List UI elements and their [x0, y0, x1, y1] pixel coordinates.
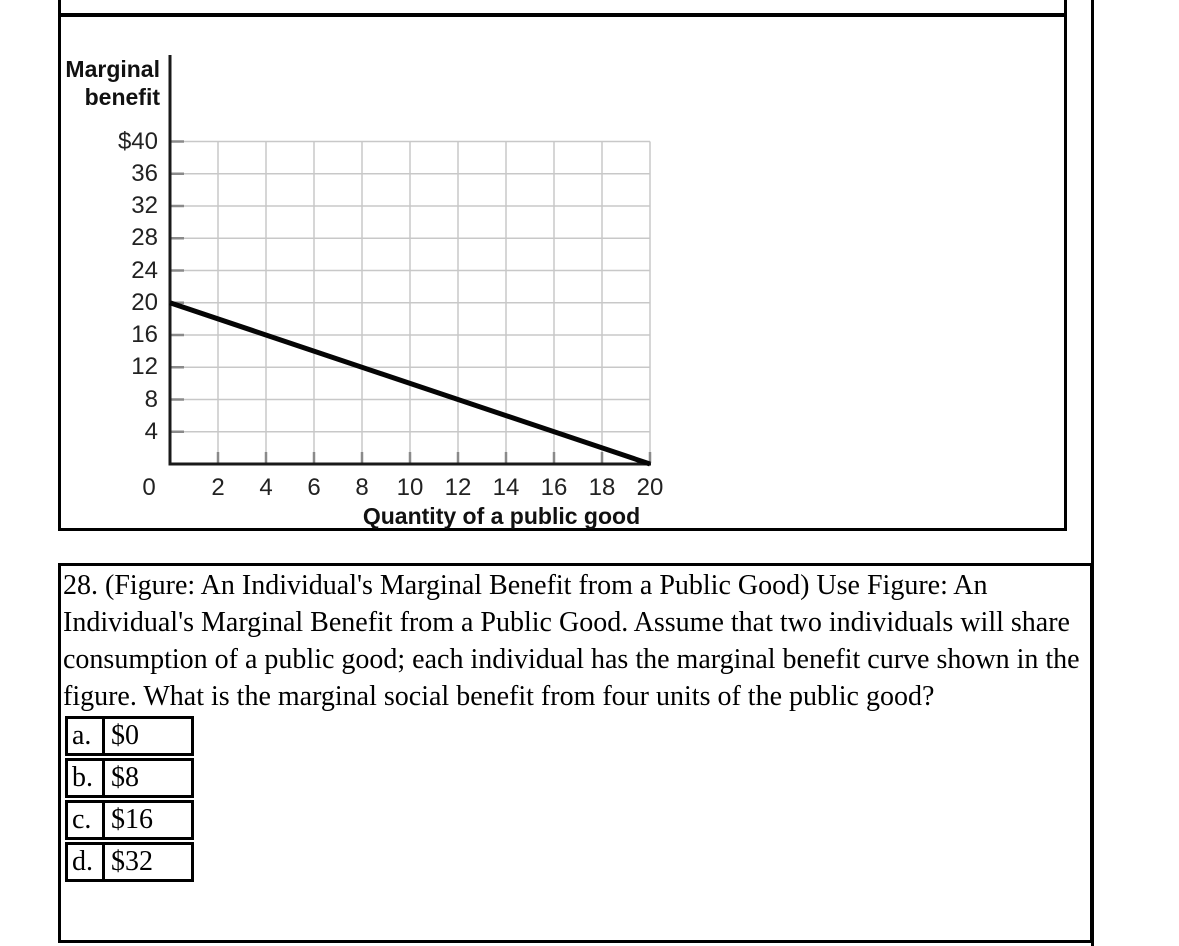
x-tick-label: 12: [444, 474, 472, 501]
x-tick-label: 18: [588, 474, 616, 501]
option-value: $0: [111, 720, 139, 751]
x-tick-label: 16: [540, 474, 568, 501]
y-axis-title-line1: Marginal: [65, 56, 160, 82]
x-tick-label: 10: [396, 474, 424, 501]
option-row-b[interactable]: b. $8: [65, 758, 194, 798]
chart-gridlines: [171, 140, 651, 463]
option-letter: a.: [68, 719, 105, 753]
outer-table-right-border: [1091, 0, 1094, 946]
y-tick-label: 28: [131, 224, 158, 251]
x-tick-label: 8: [355, 474, 369, 501]
question-panel: 28. (Figure: An Individual's Marginal Be…: [58, 563, 1093, 943]
option-value: $16: [111, 804, 153, 835]
y-tick-label: 36: [131, 160, 158, 187]
y-tick-label: 12: [131, 353, 158, 380]
y-tick-label: 32: [131, 192, 158, 219]
x-axis-ticks: [216, 452, 652, 463]
previous-row-left-border: [58, 0, 61, 14]
option-value: $8: [111, 762, 139, 793]
x-tick-label: 2: [211, 474, 225, 501]
question-text: 28. (Figure: An Individual's Marginal Be…: [63, 570, 1080, 712]
y-axis-ticks: [171, 140, 184, 433]
option-letter: b.: [68, 761, 105, 795]
previous-row-right-border: [1064, 0, 1067, 14]
y-tick-label: $40: [117, 128, 158, 155]
option-row-d[interactable]: d. $32: [65, 842, 194, 882]
x-axis-title: Quantity of a public good: [362, 503, 641, 529]
figure-panel: Marginal benefit $40 36 32 28 24 20 16 1…: [58, 13, 1067, 531]
y-tick-label: 20: [131, 289, 158, 316]
y-tick-label: 4: [144, 418, 158, 445]
x-tick-label: 14: [492, 474, 520, 501]
y-tick-label: 24: [131, 257, 158, 284]
x-tick-label: 4: [259, 474, 273, 501]
marginal-benefit-curve: [169, 300, 651, 467]
y-axis-title: Marginal benefit: [61, 55, 160, 111]
y-tick-label: 8: [144, 386, 158, 413]
option-row-c[interactable]: c. $16: [65, 800, 194, 840]
marginal-benefit-chart: [168, 55, 652, 467]
option-row-a[interactable]: a. $0: [65, 716, 194, 756]
option-value: $32: [111, 846, 153, 877]
x-tick-label: 20: [636, 474, 664, 501]
option-letter: d.: [68, 845, 105, 879]
y-tick-label: 16: [131, 321, 158, 348]
x-tick-label: 6: [307, 474, 321, 501]
option-letter: c.: [68, 803, 105, 837]
y-axis-title-line2: benefit: [84, 84, 160, 110]
origin-label: 0: [142, 474, 156, 501]
answer-options: a. $0 b. $8 c. $16 d. $32: [65, 716, 1090, 882]
